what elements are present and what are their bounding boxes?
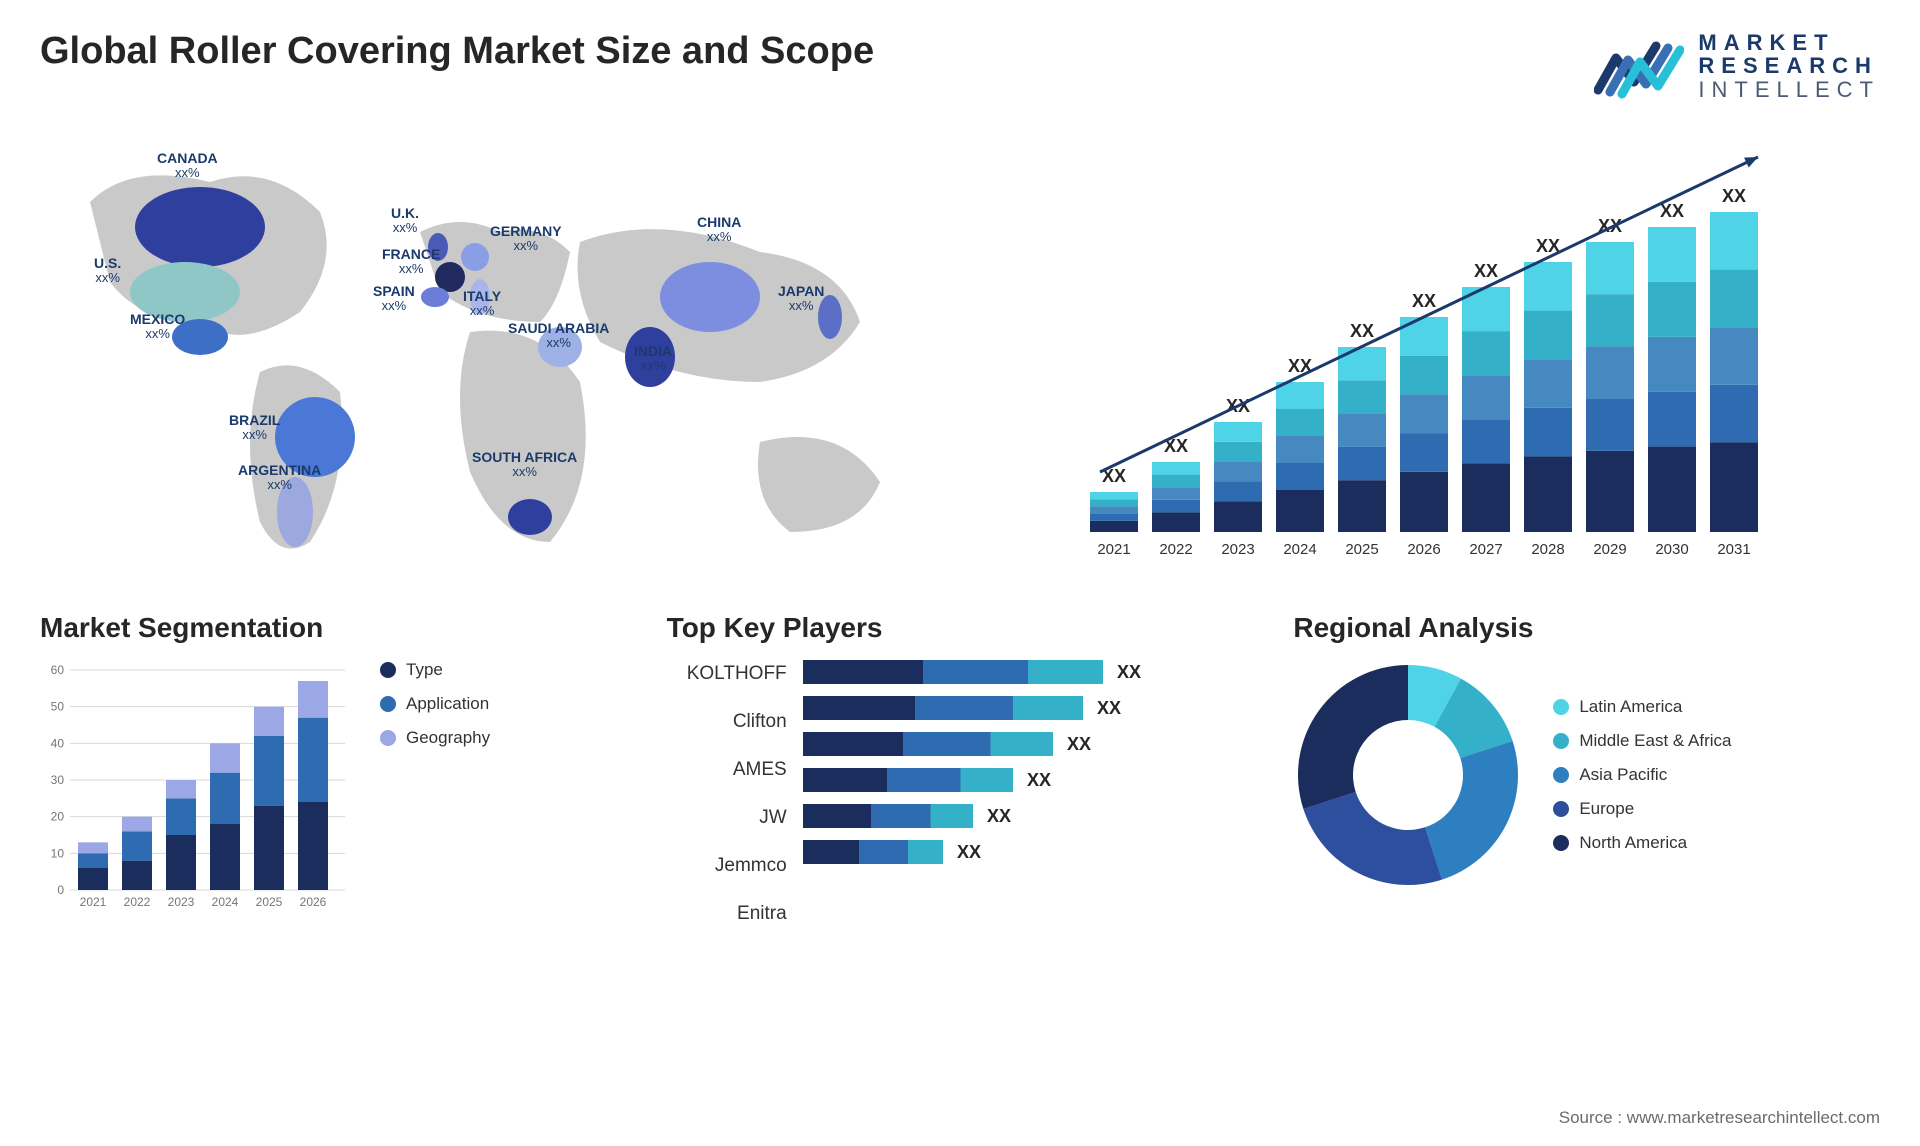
- map-label: JAPANxx%: [778, 283, 824, 314]
- svg-text:2024: 2024: [1283, 541, 1316, 558]
- world-map-icon: [40, 122, 940, 582]
- svg-text:40: 40: [51, 736, 65, 750]
- svg-text:2021: 2021: [1097, 541, 1130, 558]
- map-label: ITALYxx%: [463, 288, 501, 319]
- map-label: FRANCExx%: [382, 246, 440, 277]
- svg-text:XX: XX: [1660, 201, 1684, 221]
- svg-text:2026: 2026: [300, 895, 327, 909]
- svg-text:50: 50: [51, 700, 65, 714]
- map-label: SOUTH AFRICAxx%: [472, 449, 577, 480]
- top-players-bar-chart: XX XX XX XX XX XX: [803, 660, 1163, 900]
- logo-text: MARKET RESEARCH INTELLECT: [1698, 31, 1880, 100]
- svg-text:20: 20: [51, 810, 65, 824]
- page-title: Global Roller Covering Market Size and S…: [40, 30, 874, 73]
- segmentation-title: Market Segmentation: [40, 612, 627, 644]
- svg-text:2026: 2026: [1407, 541, 1440, 558]
- top-players-labels: KOLTHOFFCliftonAMESJWJemmcoEnitra: [667, 660, 787, 938]
- svg-text:2027: 2027: [1469, 541, 1502, 558]
- growth-chart-panel: XX2021XX2022XX2023XX2024XX2025XX2026XX20…: [980, 122, 1880, 582]
- svg-text:2028: 2028: [1531, 541, 1564, 558]
- svg-text:2024: 2024: [212, 895, 239, 909]
- svg-text:2025: 2025: [256, 895, 283, 909]
- top-players-panel: Top Key Players KOLTHOFFCliftonAMESJWJem…: [667, 612, 1254, 938]
- map-label: MEXICOxx%: [130, 311, 185, 342]
- svg-text:2025: 2025: [1345, 541, 1378, 558]
- legend-item: Type: [380, 660, 490, 680]
- segmentation-legend: Type Application Geography: [380, 660, 490, 920]
- svg-text:2029: 2029: [1593, 541, 1626, 558]
- svg-text:XX: XX: [1350, 321, 1374, 341]
- svg-text:XX: XX: [1097, 698, 1121, 718]
- legend-item: Europe: [1553, 799, 1731, 819]
- svg-text:XX: XX: [1474, 261, 1498, 281]
- svg-text:10: 10: [51, 846, 65, 860]
- legend-item: Latin America: [1553, 697, 1731, 717]
- legend-item: Middle East & Africa: [1553, 731, 1731, 751]
- source-text: Source : www.marketresearchintellect.com: [1559, 1108, 1880, 1128]
- svg-text:2022: 2022: [1159, 541, 1192, 558]
- svg-text:2021: 2021: [80, 895, 107, 909]
- map-label: SAUDI ARABIAxx%: [508, 320, 609, 351]
- legend-item: Asia Pacific: [1553, 765, 1731, 785]
- growth-bar-chart: XX2021XX2022XX2023XX2024XX2025XX2026XX20…: [980, 122, 1880, 582]
- map-label: U.K.xx%: [391, 205, 419, 236]
- svg-text:2031: 2031: [1717, 541, 1750, 558]
- map-label: INDIAxx%: [634, 343, 672, 374]
- regional-title: Regional Analysis: [1293, 612, 1880, 644]
- svg-text:XX: XX: [1117, 662, 1141, 682]
- svg-text:0: 0: [57, 883, 64, 897]
- brand-logo: MARKET RESEARCH INTELLECT: [1594, 30, 1880, 102]
- svg-text:2023: 2023: [1221, 541, 1254, 558]
- map-label: BRAZILxx%: [229, 412, 280, 443]
- map-label: GERMANYxx%: [490, 223, 562, 254]
- svg-text:2023: 2023: [168, 895, 195, 909]
- svg-text:30: 30: [51, 773, 65, 787]
- svg-text:60: 60: [51, 663, 65, 677]
- map-label: ARGENTINAxx%: [238, 462, 321, 493]
- svg-text:XX: XX: [957, 842, 981, 862]
- regional-panel: Regional Analysis Latin America Middle Ea…: [1293, 612, 1880, 938]
- regional-donut-chart: [1293, 660, 1523, 890]
- svg-text:XX: XX: [987, 806, 1011, 826]
- segmentation-panel: Market Segmentation 0 10 20 30 40 50 60 2021 202…: [40, 612, 627, 938]
- map-label: SPAINxx%: [373, 283, 415, 314]
- map-label: CANADAxx%: [157, 150, 218, 181]
- top-players-title: Top Key Players: [667, 612, 1254, 644]
- svg-text:XX: XX: [1027, 770, 1051, 790]
- svg-text:2022: 2022: [124, 895, 151, 909]
- svg-text:XX: XX: [1067, 734, 1091, 754]
- map-label: CHINAxx%: [697, 214, 741, 245]
- svg-text:XX: XX: [1412, 291, 1436, 311]
- map-label: U.S.xx%: [94, 255, 121, 286]
- legend-item: North America: [1553, 833, 1731, 853]
- svg-text:2030: 2030: [1655, 541, 1688, 558]
- svg-text:XX: XX: [1722, 186, 1746, 206]
- segmentation-bar-chart: 0 10 20 30 40 50 60 2021 2022 2023 2024 2025 2026: [40, 660, 350, 920]
- legend-item: Geography: [380, 728, 490, 748]
- logo-mark-icon: [1594, 30, 1684, 102]
- regional-legend: Latin America Middle East & Africa Asia Pa…: [1553, 697, 1731, 853]
- world-map-panel: CANADAxx% U.S.xx% MEXICOxx% BRAZILxx% ARGENT…: [40, 122, 940, 582]
- legend-item: Application: [380, 694, 490, 714]
